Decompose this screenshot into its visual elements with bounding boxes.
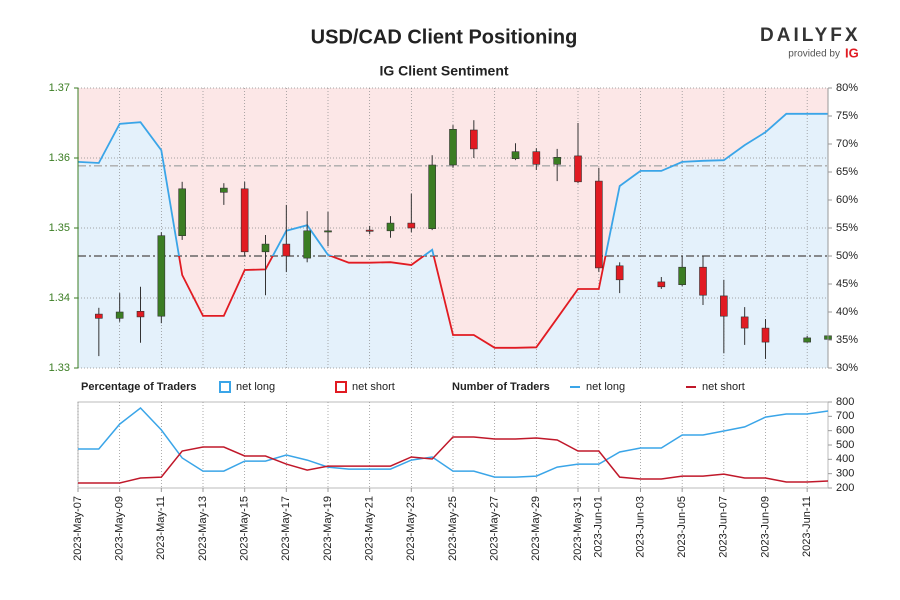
- candle-body: [240, 188, 249, 253]
- x-tick-label: 2023-May-31: [572, 496, 584, 561]
- x-tick-label: 2023-May-07: [72, 496, 84, 561]
- legend-label: net long: [236, 381, 275, 393]
- y-tick-label: 200: [836, 482, 854, 494]
- y2-tick-label: 80%: [836, 82, 858, 94]
- x-tick-label: 2023-May-11: [155, 496, 167, 560]
- x-tick-label: 2023-Jun-03: [634, 496, 646, 558]
- candle-body: [157, 235, 166, 317]
- x-tick-label: 2023-May-17: [280, 496, 292, 561]
- candle-body: [407, 222, 416, 229]
- y2-tick-label: 40%: [836, 306, 858, 318]
- candle-body: [720, 295, 728, 317]
- x-tick-label: 2023-May-15: [239, 496, 251, 561]
- candle-body: [740, 316, 749, 329]
- legend-title: Percentage of Traders: [81, 381, 197, 393]
- candle-body: [553, 157, 561, 165]
- candle-body: [95, 313, 103, 319]
- x-tick-label: 2023-Jun-01: [593, 496, 605, 558]
- y-tick-label: 800: [836, 396, 854, 408]
- candle-body: [303, 230, 311, 259]
- candle-body: [511, 151, 520, 159]
- y-tick-label: 1.35: [49, 222, 70, 234]
- x-tick-label: 2023-May-25: [447, 496, 459, 561]
- y-tick-label: 1.37: [49, 82, 70, 94]
- candle-body: [678, 266, 686, 286]
- candle-body: [261, 243, 270, 253]
- candle-body: [386, 222, 395, 232]
- candle-body: [699, 266, 707, 296]
- candle-body: [470, 129, 478, 150]
- x-tick-label: 2023-May-19: [322, 496, 334, 561]
- legend-title: Number of Traders: [452, 381, 550, 393]
- y2-tick-label: 35%: [836, 334, 858, 346]
- y2-tick-label: 60%: [836, 194, 858, 206]
- y2-tick-label: 45%: [836, 278, 858, 290]
- x-tick-label: 2023-Jun-07: [718, 496, 730, 558]
- chart-subtitle: IG Client Sentiment: [379, 63, 508, 79]
- x-tick-label: 2023-Jun-11: [801, 496, 813, 557]
- candle-body: [532, 151, 541, 165]
- candle-body: [220, 187, 228, 193]
- x-tick-label: 2023-Jun-05: [676, 496, 688, 558]
- candle-body: [595, 180, 603, 269]
- y2-tick-label: 55%: [836, 222, 858, 234]
- x-tick-label: 2023-May-21: [364, 496, 376, 561]
- y2-tick-label: 70%: [836, 138, 858, 150]
- candle-body: [428, 164, 436, 230]
- y2-tick-label: 65%: [836, 166, 858, 178]
- x-tick-label: 2023-May-09: [114, 496, 126, 561]
- y-tick-label: 1.36: [49, 152, 70, 164]
- candle-body: [574, 155, 582, 183]
- candle-body: [115, 311, 124, 319]
- candle-body: [282, 243, 291, 257]
- legend-label: net long: [586, 381, 625, 393]
- x-tick-label: 2023-May-13: [197, 496, 209, 561]
- x-tick-label: 2023-May-23: [405, 496, 417, 561]
- candle-body: [657, 281, 666, 288]
- candle-body: [136, 310, 145, 318]
- series-line: [78, 406, 829, 478]
- candle-body: [615, 265, 624, 281]
- net-long-line: [78, 112, 828, 256]
- candle-body: [365, 229, 374, 232]
- x-tick-label: 2023-May-27: [489, 496, 501, 561]
- y-tick-label: 300: [836, 468, 854, 480]
- y2-tick-label: 75%: [836, 110, 858, 122]
- y2-tick-label: 50%: [836, 250, 858, 262]
- net-long-line-below: [178, 256, 607, 349]
- y-tick-label: 1.34: [49, 292, 70, 304]
- legend-label: net short: [352, 381, 395, 393]
- candle-body: [324, 230, 332, 233]
- chart-title: USD/CAD Client Positioning: [311, 26, 578, 48]
- candle-body: [178, 188, 186, 237]
- y2-tick-label: 30%: [836, 362, 858, 374]
- logo-tagline: provided by: [788, 49, 840, 60]
- y-tick-label: 600: [836, 425, 854, 437]
- legend-swatch: [219, 381, 231, 393]
- candle-body: [449, 129, 457, 166]
- logo: DAILYFX: [760, 25, 861, 46]
- x-tick-label: 2023-May-29: [530, 496, 542, 561]
- y-tick-label: 500: [836, 439, 854, 451]
- legend-label: net short: [702, 381, 745, 393]
- x-tick-label: 2023-Jun-09: [759, 496, 771, 558]
- y-tick-label: 700: [836, 410, 854, 422]
- logo-brand: IG: [845, 45, 859, 60]
- candle-body: [803, 337, 811, 343]
- candle-body: [761, 327, 770, 343]
- y-tick-label: 400: [836, 453, 854, 465]
- legend-swatch: [335, 381, 347, 393]
- series-line: [78, 436, 829, 484]
- y-tick-label: 1.33: [49, 362, 70, 374]
